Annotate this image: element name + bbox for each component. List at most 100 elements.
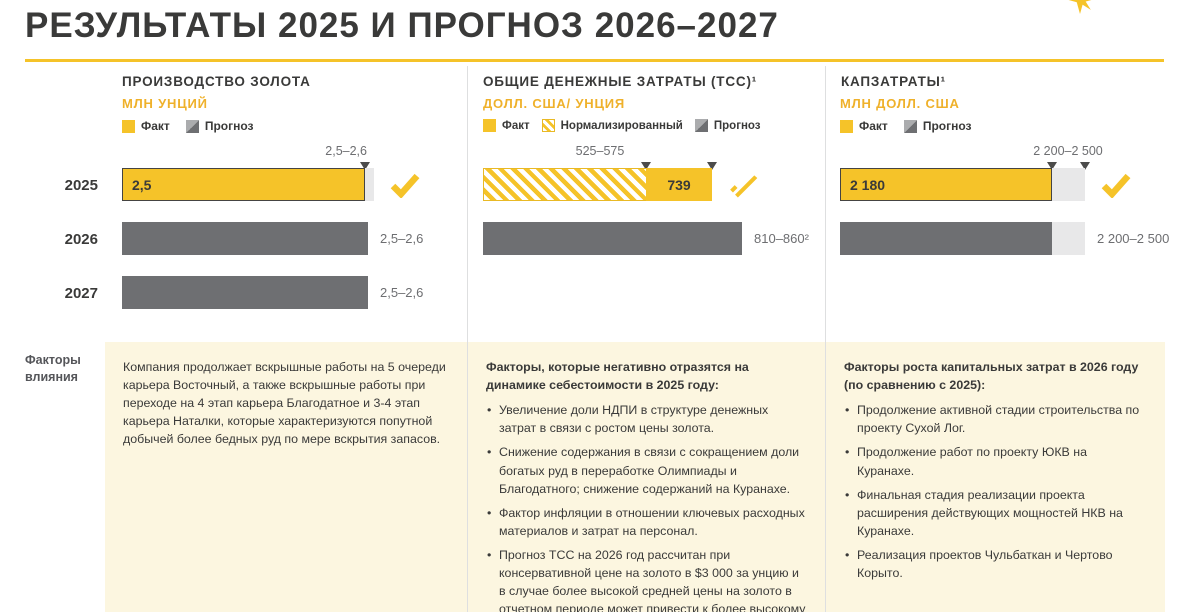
- fact-swatch-icon: [840, 119, 853, 133]
- legend-label: Факт: [859, 119, 888, 133]
- factors-bullet-list: Продолжение активной стадии строительств…: [844, 401, 1147, 582]
- brand-logo-icon: [1062, 0, 1098, 19]
- legend-item-normalized: Нормализированный: [541, 119, 683, 132]
- fact-value: 2,5: [132, 176, 152, 193]
- legend-item-forecast: Прогноз: [694, 119, 761, 132]
- column-divider: [467, 66, 468, 612]
- fact-bar: 2 180: [840, 168, 1052, 201]
- fact-bar: 2,5: [122, 168, 365, 201]
- legend-label: Факт: [141, 119, 170, 133]
- bullet-text: Увеличение доли НДПИ в структуре денежны…: [499, 403, 769, 436]
- bullet-item: Финальная стадия реализации проекта расш…: [844, 486, 1147, 540]
- bar-row-2025: 2 180: [840, 168, 1131, 201]
- achieved-check-hatched-icon: [728, 173, 758, 198]
- bar-row-2026: 810–860²: [483, 222, 809, 255]
- guidance-range-label: 2 200–2 500: [1033, 144, 1103, 158]
- factors-production-box: Компания продолжает вскрышные работы на …: [105, 342, 467, 612]
- guidance-marker-icon: [707, 162, 717, 170]
- bullet-text: Фактор инфляции в отношении ключевых рас…: [499, 505, 805, 538]
- bar-row-2026: 2,5–2,6: [122, 222, 423, 255]
- factors-section-label: Факторы влияния: [25, 353, 81, 384]
- bullet-item: Прогноз ТСС на 2026 год рассчитан при ко…: [486, 546, 807, 612]
- bar-row-2026: 2 200–2 500: [840, 222, 1169, 255]
- bullet-item: Фактор инфляции в отношении ключевых рас…: [486, 504, 807, 540]
- range-remainder-bar: [1052, 168, 1085, 201]
- normalized-swatch-icon: [541, 119, 555, 132]
- legend-label: Прогноз: [713, 119, 761, 132]
- legend-item-forecast: Прогноз: [903, 119, 972, 133]
- guidance-range-label: 525–575: [575, 144, 625, 158]
- bullet-item: Продолжение активной стадии строительств…: [844, 401, 1147, 437]
- legend: Факт Прогноз: [840, 119, 971, 133]
- title-underline: [25, 59, 1164, 62]
- forecast-range-label: 2,5–2,6: [380, 285, 424, 300]
- bullet-text: Продолжение активной стадии строительств…: [857, 403, 1140, 436]
- factors-heading: Факторы роста капитальных затрат в 2026 …: [844, 360, 1139, 393]
- factors-tcc-box: Факторы, которые негативно отразятся на …: [468, 342, 825, 612]
- factors-text: Компания продолжает вскрышные работы на …: [123, 360, 446, 447]
- page-title: РЕЗУЛЬТАТЫ 2025 И ПРОГНОЗ 2026–2027: [25, 6, 779, 45]
- bullet-item: Реализация проектов Чульбаткан и Чертово…: [844, 546, 1147, 582]
- row-label-2027: 2027: [64, 285, 98, 302]
- fact-bar: 739: [646, 168, 712, 201]
- legend: Факт Нормализированный Прогноз: [483, 119, 761, 132]
- row-label-2025: 2025: [64, 177, 98, 194]
- guidance-marker-icon: [641, 162, 651, 170]
- fact-swatch-icon: [483, 119, 496, 132]
- guidance-range-label: 2,5–2,6: [325, 144, 367, 158]
- chart-unit: ДОЛЛ. США/ УНЦИЯ: [483, 96, 626, 111]
- forecast-swatch-icon: [903, 119, 917, 133]
- guidance-marker-icon: [1047, 162, 1057, 170]
- forecast-bar: [122, 222, 368, 255]
- bullet-text: Снижение содержания в связи с сокращение…: [499, 445, 800, 496]
- bullet-text: Финальная стадия реализации проекта расш…: [857, 487, 1123, 538]
- bullet-item: Увеличение доли НДПИ в структуре денежны…: [486, 401, 807, 437]
- legend-label: Прогноз: [204, 119, 254, 133]
- range-remainder-bar: [1052, 222, 1085, 255]
- factors-bullet-list: Увеличение доли НДПИ в структуре денежны…: [486, 401, 807, 612]
- bar-row-2027: 2,5–2,6: [122, 276, 423, 309]
- forecast-swatch-icon: [185, 119, 199, 133]
- factors-heading: Факторы, которые негативно отразятся на …: [486, 360, 749, 393]
- legend-item-fact: Факт: [122, 119, 170, 133]
- chart-unit: МЛН УНЦИЙ: [122, 96, 208, 111]
- row-label-2026: 2026: [64, 231, 98, 248]
- legend-label: Прогноз: [922, 119, 972, 133]
- achieved-check-icon: [1101, 173, 1131, 198]
- forecast-bar: [483, 222, 742, 255]
- bar-row-2025: 739: [483, 168, 758, 201]
- bullet-item: Снижение содержания в связи с сокращение…: [486, 443, 807, 497]
- guidance-marker-icon: [360, 162, 370, 170]
- range-remainder-bar: [365, 168, 374, 201]
- forecast-swatch-icon: [694, 119, 708, 132]
- bullet-text: Прогноз ТСС на 2026 год рассчитан при ко…: [499, 547, 806, 612]
- legend-item-fact: Факт: [840, 119, 888, 133]
- bullet-text: Реализация проектов Чульбаткан и Чертово…: [857, 547, 1113, 581]
- forecast-range-label: 2 200–2 500: [1097, 231, 1170, 246]
- tcc-chart: ОБЩИЕ ДЕНЕЖНЫЕ ЗАТРАТЫ (TCC)¹ ДОЛЛ. США/…: [468, 72, 825, 342]
- factors-capex-box: Факторы роста капитальных затрат в 2026 …: [826, 342, 1165, 612]
- column-divider: [825, 66, 826, 612]
- bullet-text: Продолжение работ по проекту ЮКВ на Кура…: [857, 445, 1088, 478]
- capex-chart: КАПЗАТРАТЫ¹ МЛН ДОЛЛ. США Факт Прогноз 2…: [826, 72, 1169, 342]
- guidance-marker-icon: [1080, 162, 1090, 170]
- forecast-bar: [840, 222, 1052, 255]
- gold-production-chart: ПРОИЗВОДСТВО ЗОЛОТА МЛН УНЦИЙ Факт Прогн…: [105, 72, 467, 342]
- normalized-bar: [483, 168, 646, 201]
- chart-title: КАПЗАТРАТЫ¹: [841, 74, 946, 89]
- chart-title: ОБЩИЕ ДЕНЕЖНЫЕ ЗАТРАТЫ (TCC)¹: [483, 74, 758, 89]
- legend: Факт Прогноз: [122, 119, 253, 133]
- chart-title: ПРОИЗВОДСТВО ЗОЛОТА: [122, 74, 311, 89]
- legend-label: Факт: [502, 119, 530, 132]
- achieved-check-icon: [390, 173, 420, 198]
- bullet-item: Продолжение работ по проекту ЮКВ на Кура…: [844, 443, 1147, 479]
- chart-unit: МЛН ДОЛЛ. США: [840, 96, 960, 111]
- fact-swatch-icon: [122, 119, 135, 133]
- legend-label: Нормализированный: [560, 119, 683, 132]
- forecast-bar: [122, 276, 368, 309]
- fact-value: 739: [667, 176, 691, 193]
- bar-row-2025: 2,5: [122, 168, 420, 201]
- forecast-range-label: 2,5–2,6: [380, 231, 424, 246]
- legend-item-forecast: Прогноз: [185, 119, 254, 133]
